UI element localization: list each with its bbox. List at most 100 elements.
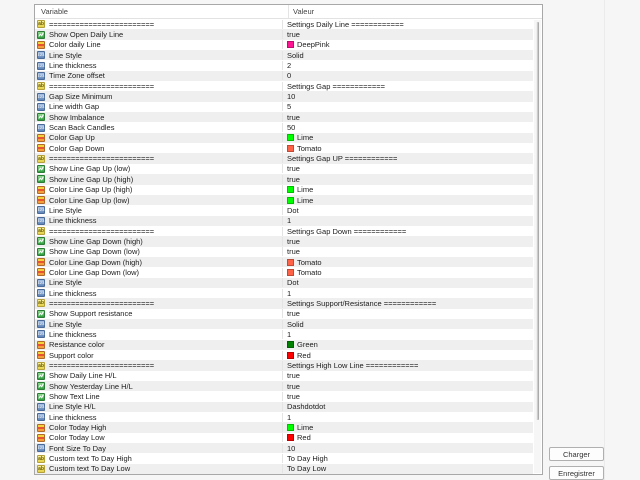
save-button[interactable]: Enregistrer: [549, 466, 604, 480]
value-cell[interactable]: true: [282, 30, 533, 40]
value-cell[interactable]: Lime: [282, 185, 533, 195]
value-cell[interactable]: Red: [282, 350, 533, 360]
table-row[interactable]: Show Open Daily Line true: [35, 29, 533, 40]
value-cell[interactable]: Settings High Low Line ============: [282, 361, 533, 371]
table-row[interactable]: Show Line Gap Down (high) true: [35, 236, 533, 247]
value-cell[interactable]: Dot: [282, 205, 533, 215]
table-row[interactable]: Resistance color Green: [35, 339, 533, 350]
value-cell[interactable]: 10: [282, 443, 533, 453]
vertical-scrollbar[interactable]: [534, 20, 541, 473]
table-row[interactable]: Show Imbalance true: [35, 112, 533, 123]
boolean-type-icon: [37, 392, 45, 401]
value-cell[interactable]: Settings Daily Line ============: [282, 19, 533, 29]
table-row[interactable]: Show Daily Line H/L true: [35, 371, 533, 381]
table-row[interactable]: 123 Line Style Dot: [35, 277, 533, 288]
table-row[interactable]: Show Text Line true: [35, 391, 533, 402]
table-row[interactable]: Show Line Gap Up (low) true: [35, 164, 533, 174]
number-type-icon: 123: [37, 289, 45, 298]
value-cell[interactable]: 1: [282, 329, 533, 339]
value-cell[interactable]: Settings Gap UP ============: [282, 154, 533, 164]
table-row[interactable]: Color Gap Down Tomato: [35, 143, 533, 153]
scrollbar-thumb[interactable]: [536, 22, 539, 420]
table-row[interactable]: ab ======================== Settings High …: [35, 360, 533, 371]
table-row[interactable]: 123 Line thickness 1: [35, 215, 533, 226]
table-row[interactable]: 123 Gap Size Minimum 10: [35, 91, 533, 102]
value-cell[interactable]: 1: [282, 412, 533, 422]
value-cell[interactable]: true: [282, 381, 533, 391]
value-cell[interactable]: 1: [282, 288, 533, 298]
variable-label: Font Size To Day: [49, 443, 106, 453]
table-row[interactable]: Color Line Gap Down (high) Tomato: [35, 256, 533, 268]
table-row[interactable]: Color Today Low Red: [35, 433, 533, 443]
value-cell[interactable]: true: [282, 236, 533, 246]
table-row[interactable]: 123 Line thickness 1: [35, 288, 533, 298]
value-cell[interactable]: 10: [282, 92, 533, 102]
value-cell[interactable]: Settings Gap ============: [282, 81, 533, 91]
value-cell[interactable]: Tomato: [282, 143, 533, 153]
value-cell[interactable]: true: [282, 164, 533, 174]
value-cell[interactable]: To Day Low: [282, 464, 533, 474]
table-row[interactable]: Show Support resistance true: [35, 309, 533, 319]
table-row[interactable]: Color Gap Up Lime: [35, 132, 533, 144]
value-cell[interactable]: Green: [282, 340, 533, 350]
value-cell[interactable]: Lime: [282, 195, 533, 205]
table-row[interactable]: ab Custom text To Day High To Day High: [35, 453, 533, 464]
value-cell[interactable]: 50: [282, 123, 533, 133]
table-row[interactable]: Color Today High Lime: [35, 422, 533, 433]
value-cell[interactable]: Dashdotdot: [282, 402, 533, 412]
value-cell[interactable]: Solid: [282, 50, 533, 60]
value-cell[interactable]: Red: [282, 433, 533, 443]
table-row[interactable]: ab ======================== Settings Daily…: [35, 19, 533, 29]
table-row[interactable]: 123 Line Style Solid: [35, 318, 533, 330]
value-cell[interactable]: true: [282, 392, 533, 402]
value-cell[interactable]: Dot: [282, 278, 533, 288]
value-cell[interactable]: true: [282, 371, 533, 381]
table-row[interactable]: Show Line Gap Down (low) true: [35, 247, 533, 257]
value-cell[interactable]: Settings Support/Resistance ============: [282, 298, 533, 308]
value-cell[interactable]: To Day High: [282, 454, 533, 464]
value-cell[interactable]: Solid: [282, 319, 533, 329]
variable-label: Show Support resistance: [49, 309, 133, 319]
table-row[interactable]: 123 Scan Back Candles 50: [35, 122, 533, 133]
variable-label: ========================: [49, 226, 155, 236]
table-row[interactable]: Support color Red: [35, 350, 533, 360]
table-row[interactable]: ab ======================== Settings Gap U…: [35, 153, 533, 164]
table-row[interactable]: 123 Font Size To Day 10: [35, 443, 533, 454]
table-row[interactable]: 123 Line Style Solid: [35, 50, 533, 61]
table-row[interactable]: 123 Time Zone offset 0: [35, 70, 533, 82]
table-row[interactable]: 123 Line Style Dot: [35, 205, 533, 215]
value-cell[interactable]: Tomato: [282, 257, 533, 267]
boolean-type-icon: [37, 382, 45, 391]
table-row[interactable]: ab ======================== Settings Gap D…: [35, 226, 533, 236]
table-row[interactable]: ab ======================== Settings Suppo…: [35, 298, 533, 309]
value-cell[interactable]: Lime: [282, 133, 533, 143]
table-row[interactable]: ab Custom text To Day Low To Day Low: [35, 463, 533, 475]
value-cell[interactable]: Lime: [282, 423, 533, 433]
load-button[interactable]: Charger: [549, 447, 604, 461]
value-cell[interactable]: 5: [282, 102, 533, 112]
value-cell[interactable]: true: [282, 309, 533, 319]
string-type-icon: ab: [37, 464, 45, 473]
value-cell[interactable]: Settings Gap Down ============: [282, 226, 533, 236]
value-cell[interactable]: true: [282, 174, 533, 184]
table-row[interactable]: Show Yesterday Line H/L true: [35, 381, 533, 392]
value-cell[interactable]: true: [282, 247, 533, 257]
value-cell[interactable]: DeepPink: [282, 40, 533, 50]
table-row[interactable]: Show Line Gap Up (high) true: [35, 174, 533, 185]
table-row[interactable]: 123 Line thickness 2: [35, 60, 533, 71]
table-row[interactable]: ab ======================== Settings Gap =…: [35, 81, 533, 91]
value-cell[interactable]: 1: [282, 216, 533, 226]
table-row[interactable]: Color Line Gap Up (low) Lime: [35, 194, 533, 206]
value-cell[interactable]: true: [282, 112, 533, 122]
value-cell[interactable]: 2: [282, 61, 533, 71]
value-cell[interactable]: 0: [282, 71, 533, 81]
table-row[interactable]: Color Line Gap Up (high) Lime: [35, 185, 533, 195]
table-row[interactable]: 123 Line Style H/L Dashdotdot: [35, 401, 533, 413]
table-row[interactable]: Color daily Line DeepPink: [35, 40, 533, 50]
value-label: 0: [287, 71, 292, 81]
table-row[interactable]: 123 Line thickness 1: [35, 329, 533, 339]
table-row[interactable]: 123 Line thickness 1: [35, 412, 533, 422]
table-row[interactable]: 123 Line width Gap 5: [35, 102, 533, 112]
value-cell[interactable]: Tomato: [282, 267, 533, 277]
table-row[interactable]: Color Line Gap Down (low) Tomato: [35, 267, 533, 277]
